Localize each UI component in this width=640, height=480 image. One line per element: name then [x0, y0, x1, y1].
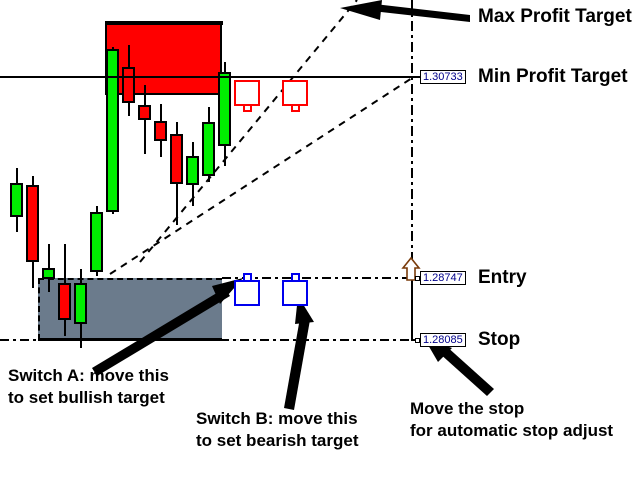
switch-a-pointer-arrow — [92, 278, 243, 376]
label-entry: Entry — [478, 267, 527, 288]
switch-b-pointer-arrow — [284, 296, 314, 410]
marker-frame — [234, 80, 260, 106]
label-stop: Stop — [478, 329, 521, 350]
candle-body — [58, 283, 71, 320]
label-max-profit-target: Max Profit Target — [478, 6, 632, 27]
price-tag-stop-nub — [415, 338, 420, 343]
marker-frame — [282, 80, 308, 106]
stop-adjust-arrow-icon — [401, 256, 421, 281]
max-profit-target-line[interactable] — [105, 21, 223, 25]
bullish-target-marker-red[interactable] — [234, 80, 260, 112]
min-target-projection-line — [109, 77, 413, 275]
min-profit-target-line[interactable] — [0, 76, 420, 78]
current-time-line — [411, 0, 413, 282]
marker-frame — [234, 280, 260, 306]
move-stop-note-line2: for automatic stop adjust — [410, 421, 614, 440]
price-tag-stop: 1.28085 — [420, 333, 466, 347]
entry-stop-connector — [411, 278, 413, 341]
entry-line[interactable] — [222, 277, 417, 279]
switch-a-note: Switch A: move this to set bullish targe… — [8, 365, 169, 409]
move-stop-note-line1: Move the stop — [410, 399, 525, 418]
price-tag-entry-nub — [415, 276, 420, 281]
switch-a-note-line2: to set bullish target — [8, 388, 165, 407]
price-tag-min-profit-target: 1.30733 — [420, 70, 466, 84]
marker-frame — [282, 280, 308, 306]
max-profit-target-pointer-arrow — [340, 0, 470, 22]
price-tag-entry: 1.28747 — [420, 271, 466, 285]
candle-body — [202, 122, 215, 176]
label-min-profit-target: Min Profit Target — [478, 66, 628, 87]
candle-body — [138, 105, 151, 120]
candle-body — [170, 134, 183, 184]
max-target-projection-line — [139, 0, 358, 263]
candle-body — [154, 121, 167, 141]
switch-b-marker-blue[interactable] — [282, 273, 308, 306]
marker-handle[interactable] — [291, 273, 300, 282]
move-stop-note: Move the stop for automatic stop adjust — [410, 398, 613, 442]
candle-body — [186, 156, 199, 185]
switch-a-marker-blue[interactable] — [234, 273, 260, 306]
marker-handle[interactable] — [243, 273, 252, 282]
bearish-target-marker-red[interactable] — [282, 80, 308, 112]
candle-body — [74, 283, 87, 324]
candle-body — [42, 268, 55, 279]
candle-body — [106, 49, 119, 212]
candle-body — [10, 183, 23, 217]
switch-b-note-line2: to set bearish target — [196, 431, 359, 450]
switch-a-note-line1: Switch A: move this — [8, 366, 169, 385]
candle-body — [218, 72, 231, 146]
marker-handle[interactable] — [243, 104, 252, 112]
stop-line-solid-left — [38, 338, 222, 341]
switch-b-note-line1: Switch B: move this — [196, 409, 358, 428]
candle-body — [26, 185, 39, 262]
marker-handle[interactable] — [291, 104, 300, 112]
candle-body — [90, 212, 103, 272]
switch-b-note: Switch B: move this to set bearish targe… — [196, 408, 359, 452]
